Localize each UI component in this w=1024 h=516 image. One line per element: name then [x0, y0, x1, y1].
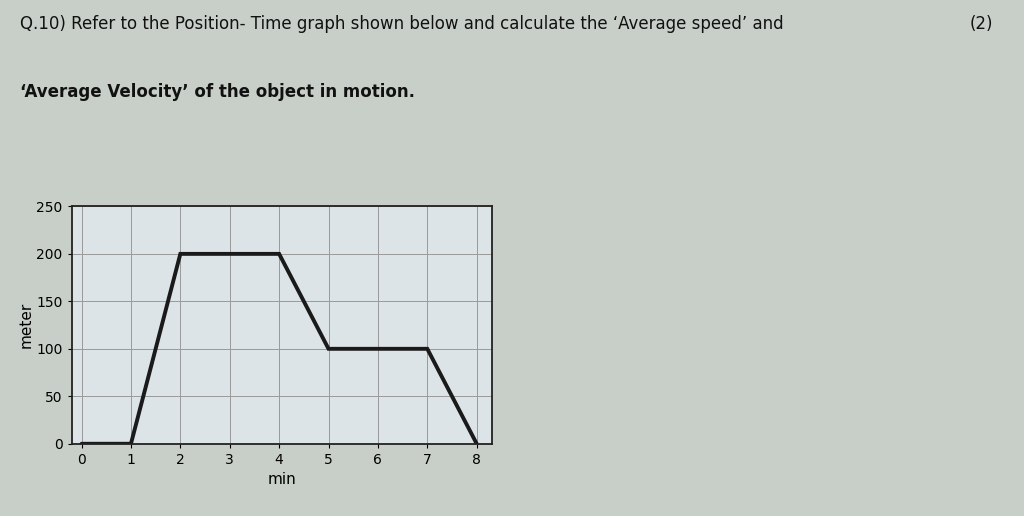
Text: ‘Average Velocity’ of the object in motion.: ‘Average Velocity’ of the object in moti… — [20, 83, 416, 101]
Text: (2): (2) — [970, 15, 993, 34]
Y-axis label: meter: meter — [18, 302, 34, 348]
Text: Q.10) Refer to the Position- Time graph shown below and calculate the ‘Average s: Q.10) Refer to the Position- Time graph … — [20, 15, 784, 34]
X-axis label: min: min — [267, 472, 296, 487]
